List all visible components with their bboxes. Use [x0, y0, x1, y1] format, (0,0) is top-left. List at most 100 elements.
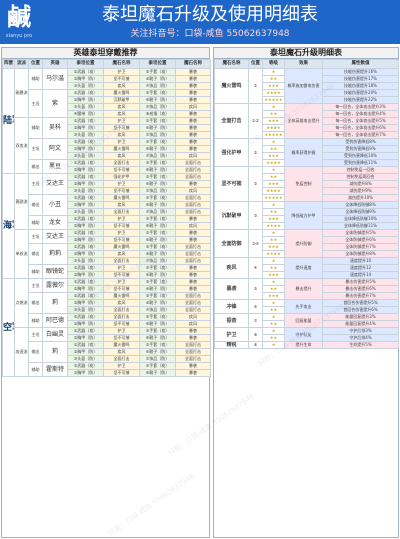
stone-name: 疾风 — [103, 110, 140, 118]
stone-col-header: 位置 — [248, 59, 263, 69]
stone-value: 每一回合，全体攻击提升3% — [322, 103, 399, 111]
role-cell: 辅助 — [28, 215, 43, 230]
stone-name: 坚不可摧 — [103, 369, 140, 377]
stone-group-name: 强化护甲 — [214, 138, 249, 167]
slot-name: ⑤手套（攻） — [139, 89, 176, 97]
stone-effect: 概率获得护盾 — [284, 138, 323, 167]
hero-name: 阿巴德 — [42, 313, 68, 328]
stone-name: 疾风 — [175, 103, 211, 111]
slot-name: ④腰带（防） — [67, 110, 104, 118]
school-cell: 点燃流 — [14, 278, 29, 328]
stone-level: ★★ — [262, 306, 285, 314]
stone-level: ★★★ — [262, 117, 285, 125]
hero-col-header: 泰坦位置 — [67, 59, 104, 69]
stone-group-name: 坚不可摧 — [214, 166, 249, 202]
hero-col-header: 魔石名称 — [175, 59, 211, 69]
stone-level: ★ — [262, 278, 285, 286]
camp-cell: 陆军 — [2, 68, 15, 174]
stone-name: 全面打击 — [175, 299, 211, 307]
slot-name: ⑤手套（攻） — [139, 68, 176, 76]
camp-cell: 海军 — [2, 173, 15, 279]
header-banner: 鹹 xianyu pro 泰坦魔石升级及使用明细表 关注抖音号：口袋-咸鱼 55… — [0, 0, 400, 44]
slot-name: ⑥靴子（防） — [139, 96, 176, 104]
stone-group-name: 精锐 — [214, 341, 249, 349]
hero-row: 输出莉 ①武器（攻） 魔火雷鸣 ⑤手套（攻） 全面打击 — [3, 341, 211, 363]
slot-name: ①武器（攻） — [67, 292, 104, 300]
slot-name: ②胸甲（防） — [67, 96, 104, 104]
role-cell: 主坦 — [28, 327, 43, 342]
slot-name: ③头盔（防） — [67, 152, 104, 160]
school-cell: 双攻流 — [14, 117, 29, 174]
stone-position: ③ — [248, 201, 263, 230]
stone-level: ★★★ — [262, 292, 285, 300]
hero-row: 输出 小丑 ①武器（攻） 魔火雷鸣 ⑤手套（攻） 全面打击 — [3, 194, 211, 216]
slot-name: ②胸甲（防） — [67, 299, 104, 307]
stone-value: 技能伤害提升22% — [322, 96, 399, 104]
stone-level: ★★ — [262, 110, 285, 118]
slot-name: ①武器（攻） — [67, 243, 104, 251]
stone-value: 守护后排3% — [322, 327, 399, 335]
hero-row: ②胸甲（防） 疾风 ⑥靴子（防） 全面打击 — [3, 348, 211, 356]
hero-row: ②胸甲（防） 坚不可摧 ⑥靴子（防） 疾风 — [3, 222, 211, 230]
stone-name: 坚不可摧 — [103, 124, 140, 132]
stone-position: ① — [248, 68, 263, 104]
stone-name: 护卫 — [103, 138, 140, 146]
stone-name: 全面打击 — [103, 159, 140, 167]
stone-effect: 提升速度 — [284, 257, 323, 279]
role-cell: 输出 — [28, 194, 43, 216]
stone-level: ★★★★ — [262, 89, 285, 97]
stone-value: 全体防御提升5% — [322, 229, 399, 237]
stone-name: 全面打击 — [103, 208, 140, 216]
slot-name: ②胸甲（防） — [67, 145, 104, 153]
stone-name: 魔火雷鸣 — [103, 89, 140, 97]
role-cell: 输出 — [28, 243, 43, 265]
slot-name: ②胸甲（防） — [67, 285, 104, 293]
slot-name: ⑥靴子（防） — [139, 236, 176, 244]
stone-row: 全面打击 ①② ★ 全体英雄攻击提升 每一回合，全体攻击提升3% — [214, 103, 399, 139]
stone-col-header: 魔石名称 — [214, 59, 249, 69]
hero-row: ③头盔（防） 疾风 ⑦饰品（防） 疾风 — [3, 103, 211, 111]
slot-name: ①武器（攻） — [67, 341, 104, 349]
stone-name: 魔火雷鸣 — [103, 194, 140, 202]
stone-name: 全面打击 — [175, 159, 211, 167]
stone-row: 精锐 ⑧ ★ 提升生命 生命提升5% — [214, 341, 399, 349]
hero-name: 艾达王 — [42, 173, 68, 195]
stone-name: 疾风 — [175, 320, 211, 328]
stone-name: 坚不可摧 — [103, 222, 140, 230]
slot-name: ①武器（攻） — [67, 264, 104, 272]
hero-name: 小丑 — [42, 194, 68, 216]
slot-name: ①武器（攻） — [67, 138, 104, 146]
slot-name: ⑤手套（攻） — [139, 243, 176, 251]
slot-name: ⑤手套（攻） — [139, 117, 176, 125]
slot-name: ⑤手套（攻） — [139, 292, 176, 300]
stone-value: 速度提升10 — [322, 257, 399, 265]
hero-row: 输出 莉莉 ①武器（攻） 魔火雷鸣 ⑤手套（攻） 全面打击 — [3, 243, 211, 265]
stone-effect: 暴击提升 — [284, 278, 323, 300]
stone-name: 暴袭 — [175, 327, 211, 335]
stone-row: 坚不可摧 ② ★ 免疫控制 控制免疫一回合 — [214, 166, 399, 202]
slot-name: ②胸甲（防） — [67, 236, 104, 244]
stone-name: 护卫 — [103, 278, 140, 286]
stone-level: ★★ — [262, 75, 285, 83]
hero-recommend-title: 英雄泰坦穿戴推荐 — [2, 48, 209, 59]
slot-name: ①武器（攻） — [67, 194, 104, 202]
stone-level: ★ — [262, 341, 285, 349]
role-cell: 辅助 — [28, 68, 43, 90]
stone-level: ★★★★ — [262, 222, 285, 230]
stone-position: ② — [248, 138, 263, 167]
hero-row: ②胸甲（防） 疾风 ⑥靴子（防） 全面打击 — [3, 250, 211, 258]
stone-name: 暴袭 — [175, 145, 211, 153]
stone-level: ★ — [262, 201, 285, 209]
stone-position: ③④ — [248, 229, 263, 258]
hero-row: 攻速流 主坦 白幽灵 ①武器（攻） 护卫 ⑤手套（攻） 暴袭 — [3, 327, 211, 377]
hero-col-header: 阵营 — [2, 59, 15, 69]
slot-name: ⑦饰品（防） — [139, 131, 176, 139]
stone-name: 暴袭 — [175, 180, 211, 188]
slot-name: ⑤手套（攻） — [139, 264, 176, 272]
stone-name: 坚不可摧 — [103, 285, 140, 293]
slot-name: ①武器（攻） — [67, 117, 104, 125]
stone-name: 暴袭 — [175, 215, 211, 223]
slot-name: ⑤手套（攻） — [139, 327, 176, 335]
